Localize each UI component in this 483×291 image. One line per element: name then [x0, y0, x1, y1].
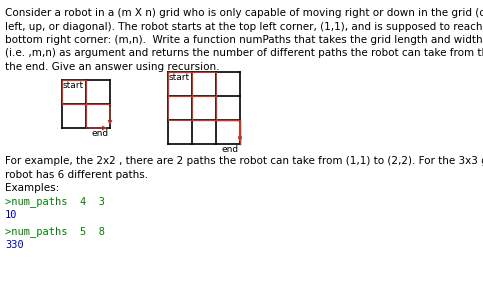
Text: For example, the 2x2 , there are 2 paths the robot can take from (1,1) to (2,2).: For example, the 2x2 , there are 2 paths… — [5, 156, 483, 166]
Text: Examples:: Examples: — [5, 183, 59, 193]
Text: start: start — [169, 73, 190, 82]
Text: 10: 10 — [5, 210, 17, 220]
Text: 330: 330 — [5, 240, 24, 250]
Text: the end. Give an answer using recursion.: the end. Give an answer using recursion. — [5, 62, 219, 72]
Text: end: end — [92, 129, 109, 138]
Text: (i.e. ,m,n) as argument and returns the number of different paths the robot can : (i.e. ,m,n) as argument and returns the … — [5, 49, 483, 58]
Text: >num_paths  4  3: >num_paths 4 3 — [5, 196, 105, 207]
Text: >num_paths  5  8: >num_paths 5 8 — [5, 226, 105, 237]
Text: bottom right corner: (m,n).  Write a function numPaths that takes the grid lengt: bottom right corner: (m,n). Write a func… — [5, 35, 483, 45]
Text: Consider a robot in a (m X n) grid who is only capable of moving right or down i: Consider a robot in a (m X n) grid who i… — [5, 8, 483, 18]
Text: robot has 6 different paths.: robot has 6 different paths. — [5, 169, 148, 180]
Text: end: end — [222, 145, 239, 154]
Text: start: start — [63, 81, 84, 90]
Text: left, up, or diagonal). The robot starts at the top left corner, (1,1), and is s: left, up, or diagonal). The robot starts… — [5, 22, 483, 31]
